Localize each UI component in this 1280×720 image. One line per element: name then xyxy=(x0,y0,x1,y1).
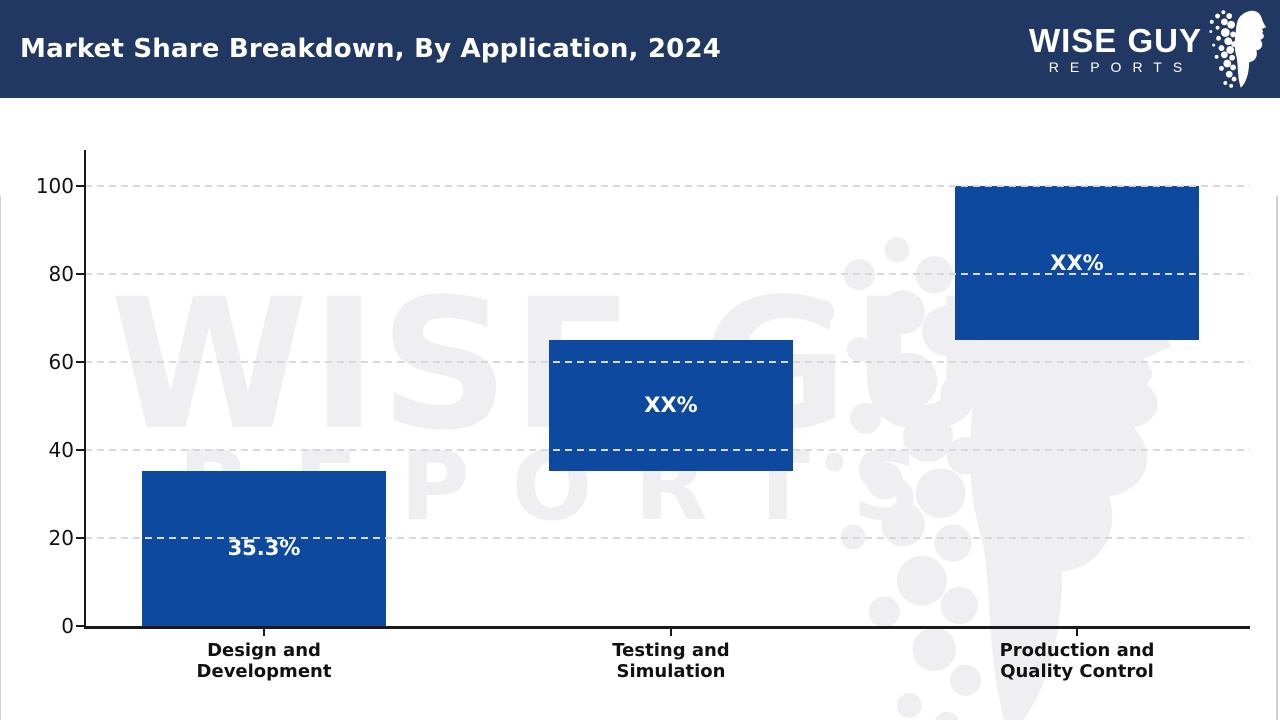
x-axis-tick xyxy=(263,627,265,636)
bar-1 xyxy=(142,470,386,626)
y-axis-tick xyxy=(76,273,85,275)
y-axis-tick-label: 0 xyxy=(61,614,74,638)
y-axis-tick xyxy=(76,625,85,627)
x-axis-category-label: Design and Development xyxy=(196,640,332,682)
y-axis-tick-label: 60 xyxy=(48,350,74,374)
header: Market Share Breakdown, By Application, … xyxy=(0,0,1280,98)
y-axis-tick xyxy=(76,361,85,363)
bar-value-label: XX% xyxy=(1050,251,1104,275)
logo-text: WISE GUY REPORTS xyxy=(1029,24,1202,74)
y-axis-spine xyxy=(84,150,86,628)
y-axis-tick xyxy=(76,185,85,187)
x-axis-category-label: Production and Quality Control xyxy=(999,640,1155,682)
x-axis-spine xyxy=(84,626,1250,629)
gridline-60 xyxy=(85,361,1250,363)
brand-logo: WISE GUY REPORTS xyxy=(1029,8,1280,90)
logo-wordmark: WISE GUY xyxy=(1028,22,1202,59)
y-axis-tick-label: 100 xyxy=(35,174,74,198)
x-axis-tick xyxy=(670,627,672,636)
gridline-20 xyxy=(85,537,1250,539)
x-axis-category-label: Testing and Simulation xyxy=(612,640,730,682)
chart-area: WISE GUY REPORTS 0 20 40 60 80 100 35.3% XX% XX%… xyxy=(0,98,1280,720)
logo-head-icon xyxy=(1209,10,1267,88)
gridline-40 xyxy=(85,449,1250,451)
page-title: Market Share Breakdown, By Application, … xyxy=(20,34,722,64)
y-axis-tick xyxy=(76,449,85,451)
logo-subtitle: REPORTS xyxy=(1048,59,1194,75)
y-axis-tick xyxy=(76,537,85,539)
gridline-100 xyxy=(85,185,1250,187)
bar-value-label: XX% xyxy=(644,393,698,418)
y-axis-tick-label: 80 xyxy=(48,262,74,286)
plot: 0 20 40 60 80 100 35.3% XX% XX% Design and Develo… xyxy=(0,98,1280,720)
y-axis-tick-label: 20 xyxy=(48,526,74,550)
gridline-80 xyxy=(85,273,1250,275)
y-axis-tick-label: 40 xyxy=(48,438,74,462)
bar-value-label: 35.3% xyxy=(227,536,301,561)
